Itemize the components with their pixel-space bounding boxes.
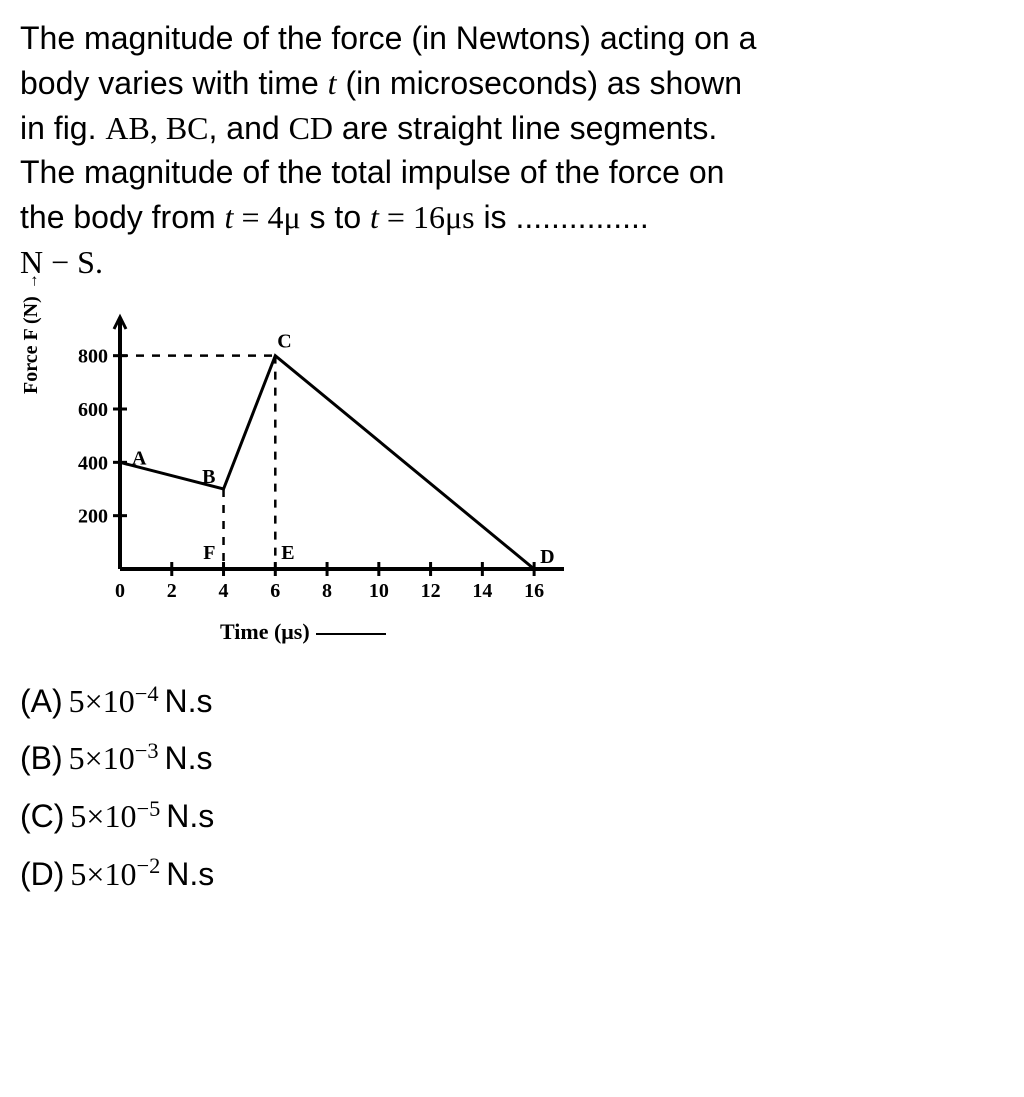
- options-list: (A) 5 × 10−4 N.s (B) 5 × 10−3 N.s (C) 5 …: [20, 673, 1004, 903]
- q-line5-mid: s to: [301, 199, 370, 235]
- svg-text:F: F: [203, 542, 215, 564]
- option-c-unit: N.s: [166, 788, 214, 846]
- svg-text:E: E: [281, 542, 294, 564]
- svg-text:800: 800: [78, 345, 108, 367]
- y-axis-label: Force F (N) →: [20, 273, 43, 394]
- svg-text:0: 0: [115, 580, 125, 602]
- svg-text:16: 16: [524, 580, 544, 602]
- svg-text:12: 12: [421, 580, 441, 602]
- svg-text:4: 4: [219, 580, 229, 602]
- q-line3-mid: , and: [209, 110, 289, 146]
- segments-ab-bc: AB, BC: [105, 110, 208, 146]
- q-line5-post: is ...............: [475, 199, 649, 235]
- option-b[interactable]: (B) 5 × 10−3 N.s: [20, 730, 1004, 788]
- svg-text:14: 14: [472, 580, 492, 602]
- option-a-unit: N.s: [165, 673, 213, 731]
- option-b-value: 5 × 10−3: [69, 730, 159, 788]
- q-line1: The magnitude of the force (in Newtons) …: [20, 20, 756, 56]
- eq2-lhs: t: [370, 199, 379, 235]
- option-a[interactable]: (A) 5 × 10−4 N.s: [20, 673, 1004, 731]
- option-b-unit: N.s: [165, 730, 213, 788]
- segment-cd: CD: [289, 110, 333, 146]
- force-time-chart: Force F (N) → 2004006008000246810121416A…: [20, 309, 580, 649]
- option-d-value: 5 × 10−2: [70, 846, 160, 904]
- eq2-rhs: = 16μs: [379, 199, 475, 235]
- x-axis-label-text: Time (μs): [220, 619, 310, 644]
- option-c-prefix: (C): [20, 788, 64, 846]
- svg-text:2: 2: [167, 580, 177, 602]
- svg-text:C: C: [277, 330, 291, 352]
- x-axis-underline: [316, 633, 386, 635]
- option-d-prefix: (D): [20, 846, 64, 904]
- q-line5-pre: the body from: [20, 199, 225, 235]
- q-line3-post: are straight line segments.: [333, 110, 717, 146]
- svg-text:600: 600: [78, 399, 108, 421]
- svg-text:8: 8: [322, 580, 332, 602]
- svg-text:10: 10: [369, 580, 389, 602]
- svg-text:400: 400: [78, 452, 108, 474]
- option-b-prefix: (B): [20, 730, 63, 788]
- x-axis-label: Time (μs): [220, 619, 386, 645]
- question-block: The magnitude of the force (in Newtons) …: [20, 16, 940, 285]
- q-line2-post: (in microseconds) as shown: [337, 65, 742, 101]
- svg-text:D: D: [540, 546, 554, 568]
- q-line4: The magnitude of the total impulse of th…: [20, 154, 724, 190]
- option-c-value: 5 × 10−5: [70, 788, 160, 846]
- svg-text:200: 200: [78, 505, 108, 527]
- q-line2-pre: body varies with time: [20, 65, 328, 101]
- option-a-value: 5 × 10−4: [69, 673, 159, 731]
- option-d[interactable]: (D) 5 × 10−2 N.s: [20, 846, 1004, 904]
- arrow-right-icon: →: [24, 273, 41, 289]
- option-d-unit: N.s: [166, 846, 214, 904]
- chart-svg: 200 400 600 800 0 2 4 6 8 10 12 14 16 A B C D E F: [20, 309, 580, 649]
- svg-text:B: B: [202, 466, 215, 488]
- eq1-rhs: = 4μ: [233, 199, 300, 235]
- q-line3-pre: in fig.: [20, 110, 105, 146]
- y-axis-label-text: Force F (N): [20, 296, 42, 394]
- svg-text:6: 6: [270, 580, 280, 602]
- svg-text:A: A: [132, 447, 147, 469]
- option-a-prefix: (A): [20, 673, 63, 731]
- variable-t: t: [328, 65, 337, 101]
- option-c[interactable]: (C) 5 × 10−5 N.s: [20, 788, 1004, 846]
